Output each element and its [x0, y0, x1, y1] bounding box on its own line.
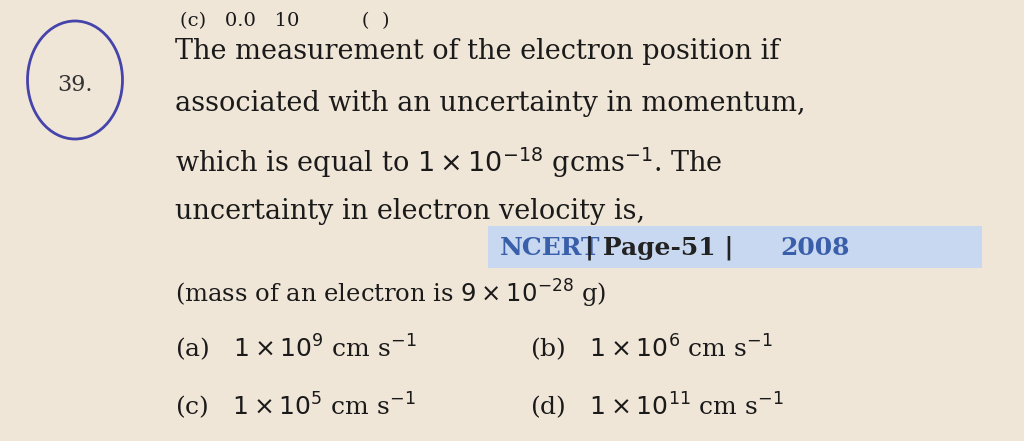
Text: 2008: 2008 [780, 236, 850, 260]
Text: (a)   $1 \times 10^{9}$ cm s$^{-1}$: (a) $1 \times 10^{9}$ cm s$^{-1}$ [175, 332, 417, 363]
Text: (c)   $1 \times 10^{5}$ cm s$^{-1}$: (c) $1 \times 10^{5}$ cm s$^{-1}$ [175, 390, 416, 421]
Text: (b)   $1 \times 10^{6}$ cm s$^{-1}$: (b) $1 \times 10^{6}$ cm s$^{-1}$ [530, 332, 773, 363]
Text: NCERT: NCERT [500, 236, 600, 260]
Text: The measurement of the electron position if: The measurement of the electron position… [175, 38, 779, 65]
Text: associated with an uncertainty in momentum,: associated with an uncertainty in moment… [175, 90, 806, 117]
Text: (mass of an electron is $9 \times 10^{-28}$ g): (mass of an electron is $9 \times 10^{-2… [175, 278, 606, 310]
Text: which is equal to $1 \times 10^{-18}$ gcms$^{-1}$. The: which is equal to $1 \times 10^{-18}$ gc… [175, 145, 723, 179]
FancyBboxPatch shape [488, 226, 982, 268]
Text: uncertainty in electron velocity is,: uncertainty in electron velocity is, [175, 198, 645, 225]
Text: 39.: 39. [57, 74, 93, 96]
Text: (d)   $1 \times 10^{11}$ cm s$^{-1}$: (d) $1 \times 10^{11}$ cm s$^{-1}$ [530, 390, 783, 421]
Text: | Page-51 |: | Page-51 | [585, 236, 742, 260]
Ellipse shape [28, 21, 123, 139]
Text: (c)   0.0   10          (  ): (c) 0.0 10 ( ) [180, 12, 389, 30]
